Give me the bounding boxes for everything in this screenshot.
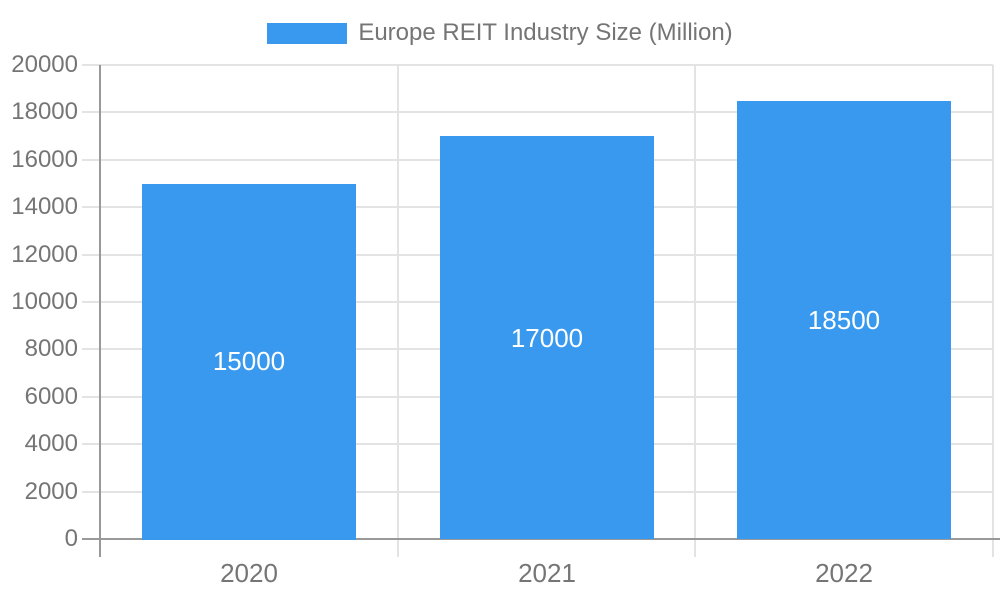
gridline-y — [82, 111, 993, 114]
y-tick-label: 12000 — [11, 240, 78, 268]
y-tick-label: 14000 — [11, 193, 78, 221]
legend-label: Europe REIT Industry Size (Million) — [358, 19, 733, 46]
bar-2020[interactable] — [142, 184, 356, 540]
gridline-y — [82, 64, 993, 66]
x-tick-label: 2020 — [220, 558, 278, 588]
x-tick-label: 2022 — [815, 558, 873, 588]
legend-swatch-icon — [267, 22, 348, 44]
bar-value-label: 18500 — [807, 305, 881, 335]
y-tick-label: 18000 — [11, 98, 78, 126]
y-tick-label: 20000 — [11, 51, 78, 78]
gridline-x — [396, 65, 399, 557]
y-tick-label: 0 — [64, 525, 78, 552]
y-axis-line — [99, 65, 101, 557]
bar-2022[interactable] — [737, 101, 951, 539]
bar-value-label: 15000 — [212, 346, 286, 376]
gridline-x — [992, 65, 994, 557]
gridline-x — [694, 65, 697, 557]
y-tick-label: 16000 — [11, 145, 78, 173]
bar-value-label: 17000 — [510, 323, 584, 353]
y-tick-label: 2000 — [24, 477, 78, 505]
x-axis-line — [82, 538, 1000, 540]
y-tick-label: 6000 — [24, 382, 78, 410]
y-tick-label: 10000 — [11, 288, 78, 315]
bar-2021[interactable] — [440, 136, 654, 539]
y-tick-label: 4000 — [24, 430, 78, 458]
legend[interactable]: Europe REIT Industry Size (Million) — [0, 18, 1000, 48]
y-tick-label: 8000 — [24, 335, 78, 363]
x-tick-label: 2021 — [518, 558, 576, 588]
